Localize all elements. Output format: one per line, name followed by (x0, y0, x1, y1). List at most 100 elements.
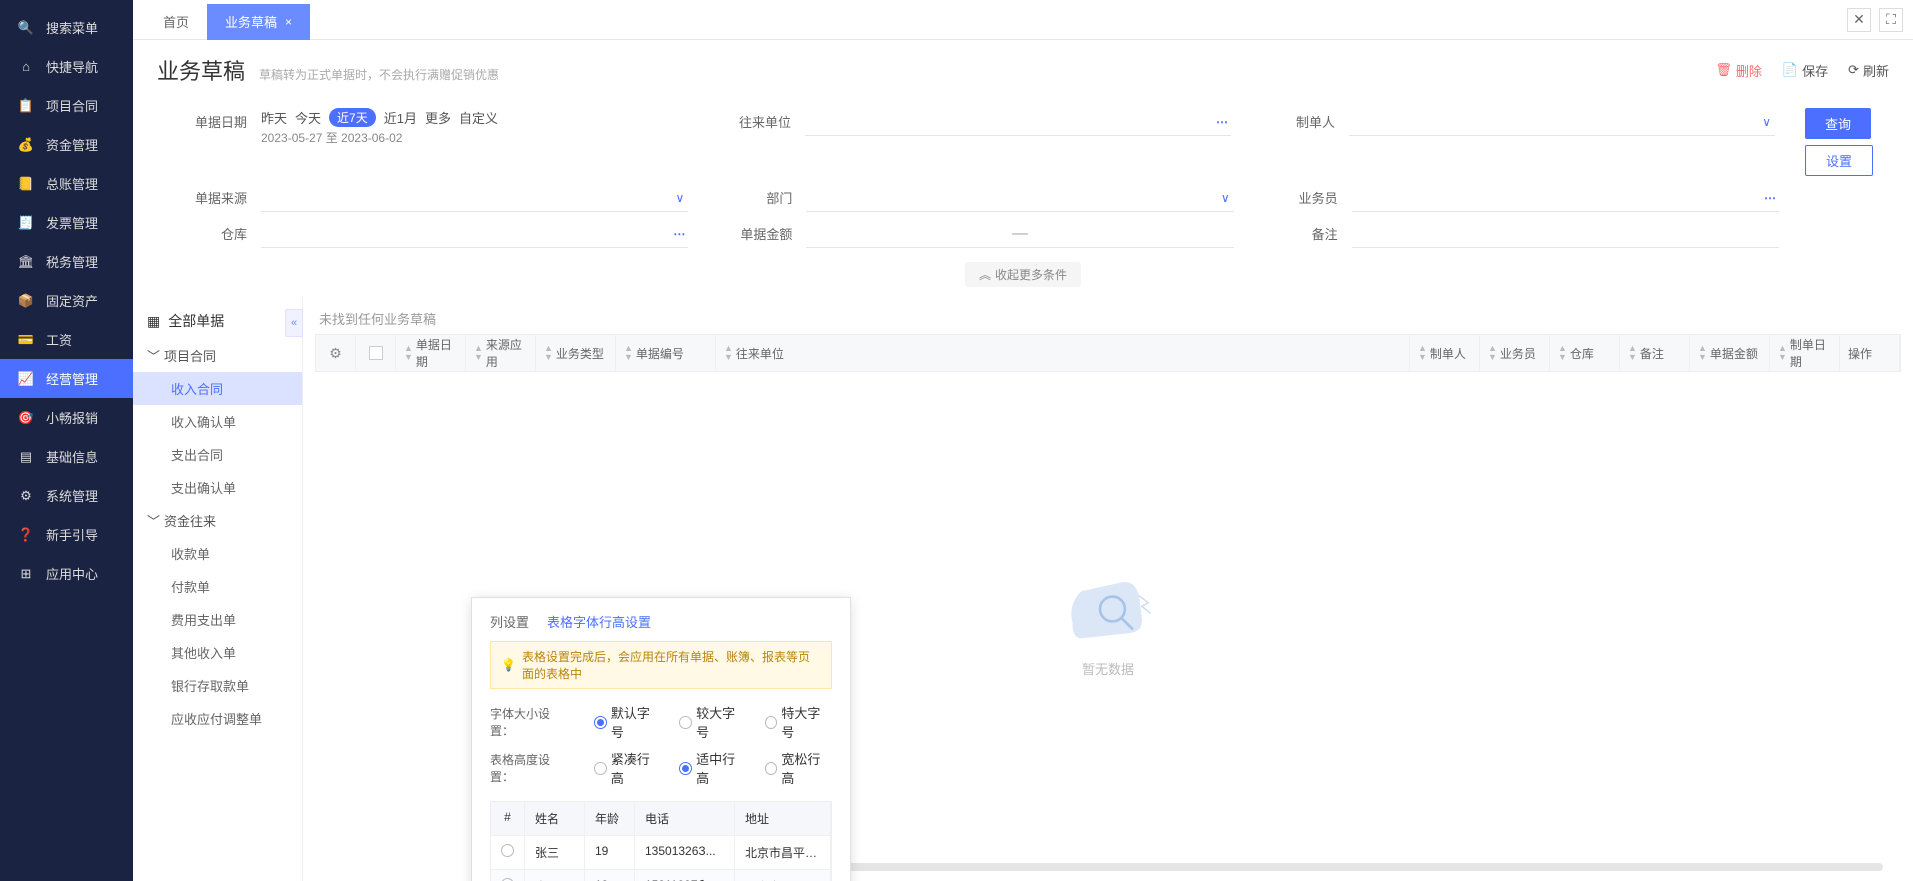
guide-icon: ❓ (18, 527, 34, 543)
radio-option[interactable]: 宽松行高 (765, 749, 832, 787)
th-1[interactable]: ▲▼来源应用 (466, 335, 536, 371)
sample-th-age: 年龄 (585, 802, 635, 835)
sidebar-item-system[interactable]: ⚙系统管理 (0, 476, 133, 515)
save-icon: 📄 (1782, 62, 1798, 78)
source-select[interactable]: ∨ (261, 184, 688, 212)
sidebar-item-sales[interactable]: 🎯小畅报销 (0, 398, 133, 437)
creator-select[interactable]: ∨ (1349, 108, 1775, 136)
sidebar-item-apps[interactable]: ⊞应用中心 (0, 554, 133, 593)
tree-item[interactable]: 收款单 (133, 537, 302, 570)
th-4[interactable]: ▲▼往来单位 (716, 335, 1410, 371)
sidebar-item-asset[interactable]: 📦固定资产 (0, 281, 133, 320)
dialog-tab-columns[interactable]: 列设置 (490, 612, 529, 631)
sidebar-item-salary[interactable]: 💳工资 (0, 320, 133, 359)
sidebar-item-tax[interactable]: 🏛税务管理 (0, 242, 133, 281)
radio-option[interactable]: 特大字号 (765, 703, 832, 741)
tab-1[interactable]: 业务草稿× (207, 4, 310, 40)
sidebar-item-home[interactable]: ⌂快捷导航 (0, 47, 133, 86)
search-icon: 🔍 (18, 20, 34, 36)
tree-item[interactable]: 应收应付调整单 (133, 702, 302, 735)
sidebar-item-label: 快捷导航 (46, 57, 98, 76)
chevron-down-icon: ∨ (1221, 191, 1230, 205)
dialog-tab-font-height[interactable]: 表格字体行高设置 (547, 612, 651, 631)
radio-option[interactable]: 较大字号 (679, 703, 746, 741)
tree-item[interactable]: 银行存取款单 (133, 669, 302, 702)
sample-row[interactable]: 张三1913501326З...北京市昌平科技园区综... (491, 835, 831, 869)
tree-item[interactable]: 支出确认单 (133, 471, 302, 504)
date-preset-4[interactable]: 更多 (425, 108, 451, 127)
tree-item[interactable]: 付款单 (133, 570, 302, 603)
sidebar-item-basic[interactable]: ▤基础信息 (0, 437, 133, 476)
amount-input[interactable]: — (806, 220, 1233, 248)
tree-item[interactable]: 支出合同 (133, 438, 302, 471)
filter-label-partner: 往来单位 (717, 108, 805, 131)
tab-0[interactable]: 首页 (145, 4, 207, 40)
th-9[interactable]: ▲▼单据金额 (1690, 335, 1770, 371)
remark-input[interactable] (1352, 220, 1779, 248)
radio-option[interactable]: 适中行高 (679, 749, 746, 787)
sidebar-item-business[interactable]: 📈经营管理 (0, 359, 133, 398)
radio-icon (594, 762, 607, 775)
radio-icon (765, 762, 778, 775)
close-all-button[interactable]: ✕ (1847, 8, 1871, 32)
ledger-icon: 📒 (18, 176, 34, 192)
page-subtitle: 草稿转为正式单据时，不会执行满赠促销优惠 (259, 66, 499, 83)
department-select[interactable]: ∨ (806, 184, 1233, 212)
warehouse-input[interactable]: ⋯ (261, 220, 688, 248)
gear-icon[interactable]: ⚙ (316, 335, 356, 371)
close-icon[interactable]: × (285, 15, 292, 29)
radio-option[interactable]: 紧凑行高 (594, 749, 661, 787)
sidebar-item-label: 应用中心 (46, 564, 98, 583)
th-11[interactable]: 操作 (1840, 335, 1900, 371)
sort-icon: ▲▼ (1698, 344, 1707, 362)
date-filter[interactable]: 昨天今天近7天近1月更多自定义 2023-05-27 至 2023-06-02 (261, 108, 498, 146)
search-button[interactable]: 查询 (1805, 108, 1871, 139)
sidebar-item-label: 工资 (46, 330, 72, 349)
date-preset-1[interactable]: 今天 (295, 108, 321, 127)
sidebar-item-search[interactable]: 🔍 搜索菜单 (0, 8, 133, 47)
th-2[interactable]: ▲▼业务类型 (536, 335, 616, 371)
save-action[interactable]: 📄保存 (1782, 61, 1828, 80)
refresh-action[interactable]: ⟳刷新 (1848, 61, 1889, 80)
tree-item[interactable]: 收入合同 (133, 372, 302, 405)
sample-row[interactable]: 李四1915911007б...北京市昌平区南大街9号 (491, 869, 831, 881)
th-8[interactable]: ▲▼备注 (1620, 335, 1690, 371)
tree-item[interactable]: 其他收入单 (133, 636, 302, 669)
radio-icon (501, 844, 514, 857)
sidebar-item-money[interactable]: 💰资金管理 (0, 125, 133, 164)
radio-option[interactable]: 默认字号 (594, 703, 661, 741)
select-all-checkbox[interactable] (356, 335, 396, 371)
sidebar-item-label: 资金管理 (46, 135, 98, 154)
date-preset-3[interactable]: 近1月 (384, 108, 417, 127)
sidebar-item-label: 基础信息 (46, 447, 98, 466)
tabs-bar: 首页业务草稿× ✕ ⛶ (133, 0, 1913, 40)
tree-group-0[interactable]: ﹀项目合同 (133, 339, 302, 372)
tree-group-1[interactable]: ﹀资金往来 (133, 504, 302, 537)
collapse-filters-button[interactable]: ︽ 收起更多条件 (965, 262, 1081, 287)
fullscreen-button[interactable]: ⛶ (1879, 8, 1903, 32)
sidebar-item-contract[interactable]: 📋项目合同 (0, 86, 133, 125)
salesman-input[interactable]: ⋯ (1352, 184, 1779, 212)
th-0[interactable]: ▲▼单据日期 (396, 335, 466, 371)
radio-icon (765, 716, 778, 729)
date-preset-0[interactable]: 昨天 (261, 108, 287, 127)
th-6[interactable]: ▲▼业务员 (1480, 335, 1550, 371)
sidebar-item-ledger[interactable]: 📒总账管理 (0, 164, 133, 203)
tree-item[interactable]: 费用支出单 (133, 603, 302, 636)
date-preset-2[interactable]: 近7天 (329, 108, 376, 127)
partner-input[interactable]: ⋯ (805, 108, 1231, 136)
date-preset-5[interactable]: 自定义 (459, 108, 498, 127)
system-icon: ⚙ (18, 488, 34, 504)
th-5[interactable]: ▲▼制单人 (1410, 335, 1480, 371)
th-3[interactable]: ▲▼单据编号 (616, 335, 716, 371)
sidebar-item-label: 搜索菜单 (46, 18, 98, 37)
sidebar-item-invoice[interactable]: 🧾发票管理 (0, 203, 133, 242)
tree-item[interactable]: 收入确认单 (133, 405, 302, 438)
sidebar-item-guide[interactable]: ❓新手引导 (0, 515, 133, 554)
settings-button[interactable]: 设置 (1805, 145, 1873, 176)
collapse-left-button[interactable]: « (285, 309, 303, 337)
delete-action[interactable]: 🗑删除 (1715, 61, 1762, 80)
th-7[interactable]: ▲▼仓库 (1550, 335, 1620, 371)
contract-icon: 📋 (18, 98, 34, 114)
th-10[interactable]: ▲▼制单日期 (1770, 335, 1840, 371)
